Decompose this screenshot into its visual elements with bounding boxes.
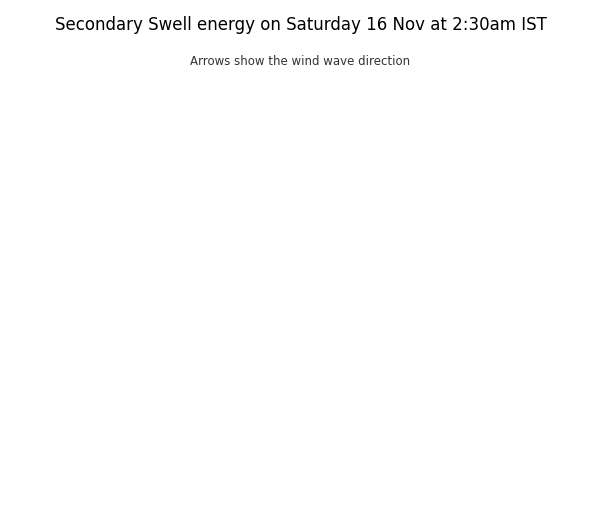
Text: Arrows show the wind wave direction: Arrows show the wind wave direction xyxy=(191,55,410,69)
Text: Secondary Swell energy on Saturday 16 Nov at 2:30am IST: Secondary Swell energy on Saturday 16 No… xyxy=(55,16,546,34)
